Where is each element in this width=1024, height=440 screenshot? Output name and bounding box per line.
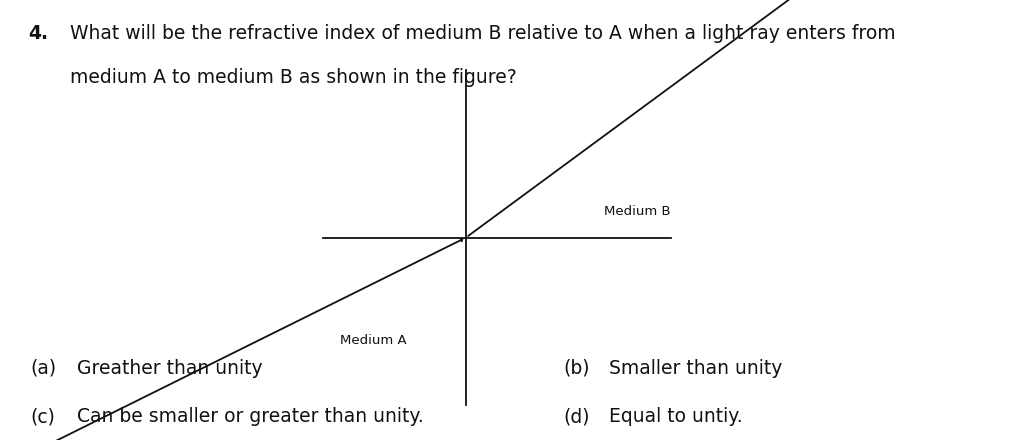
Text: 4.: 4. xyxy=(29,24,49,43)
Text: medium A to medium B as shown in the figure?: medium A to medium B as shown in the fig… xyxy=(70,68,516,87)
Text: Medium A: Medium A xyxy=(340,334,408,348)
Text: (d): (d) xyxy=(563,407,590,426)
Text: Can be smaller or greater than unity.: Can be smaller or greater than unity. xyxy=(77,407,424,426)
Text: Smaller than unity: Smaller than unity xyxy=(609,359,782,378)
Text: Equal to untiy.: Equal to untiy. xyxy=(609,407,742,426)
Text: (c): (c) xyxy=(31,407,55,426)
Text: What will be the refractive index of medium B relative to A when a light ray ent: What will be the refractive index of med… xyxy=(70,24,895,43)
Text: (b): (b) xyxy=(563,359,590,378)
Text: Greather than unity: Greather than unity xyxy=(77,359,262,378)
Text: Medium B: Medium B xyxy=(604,205,671,218)
Text: (a): (a) xyxy=(31,359,57,378)
